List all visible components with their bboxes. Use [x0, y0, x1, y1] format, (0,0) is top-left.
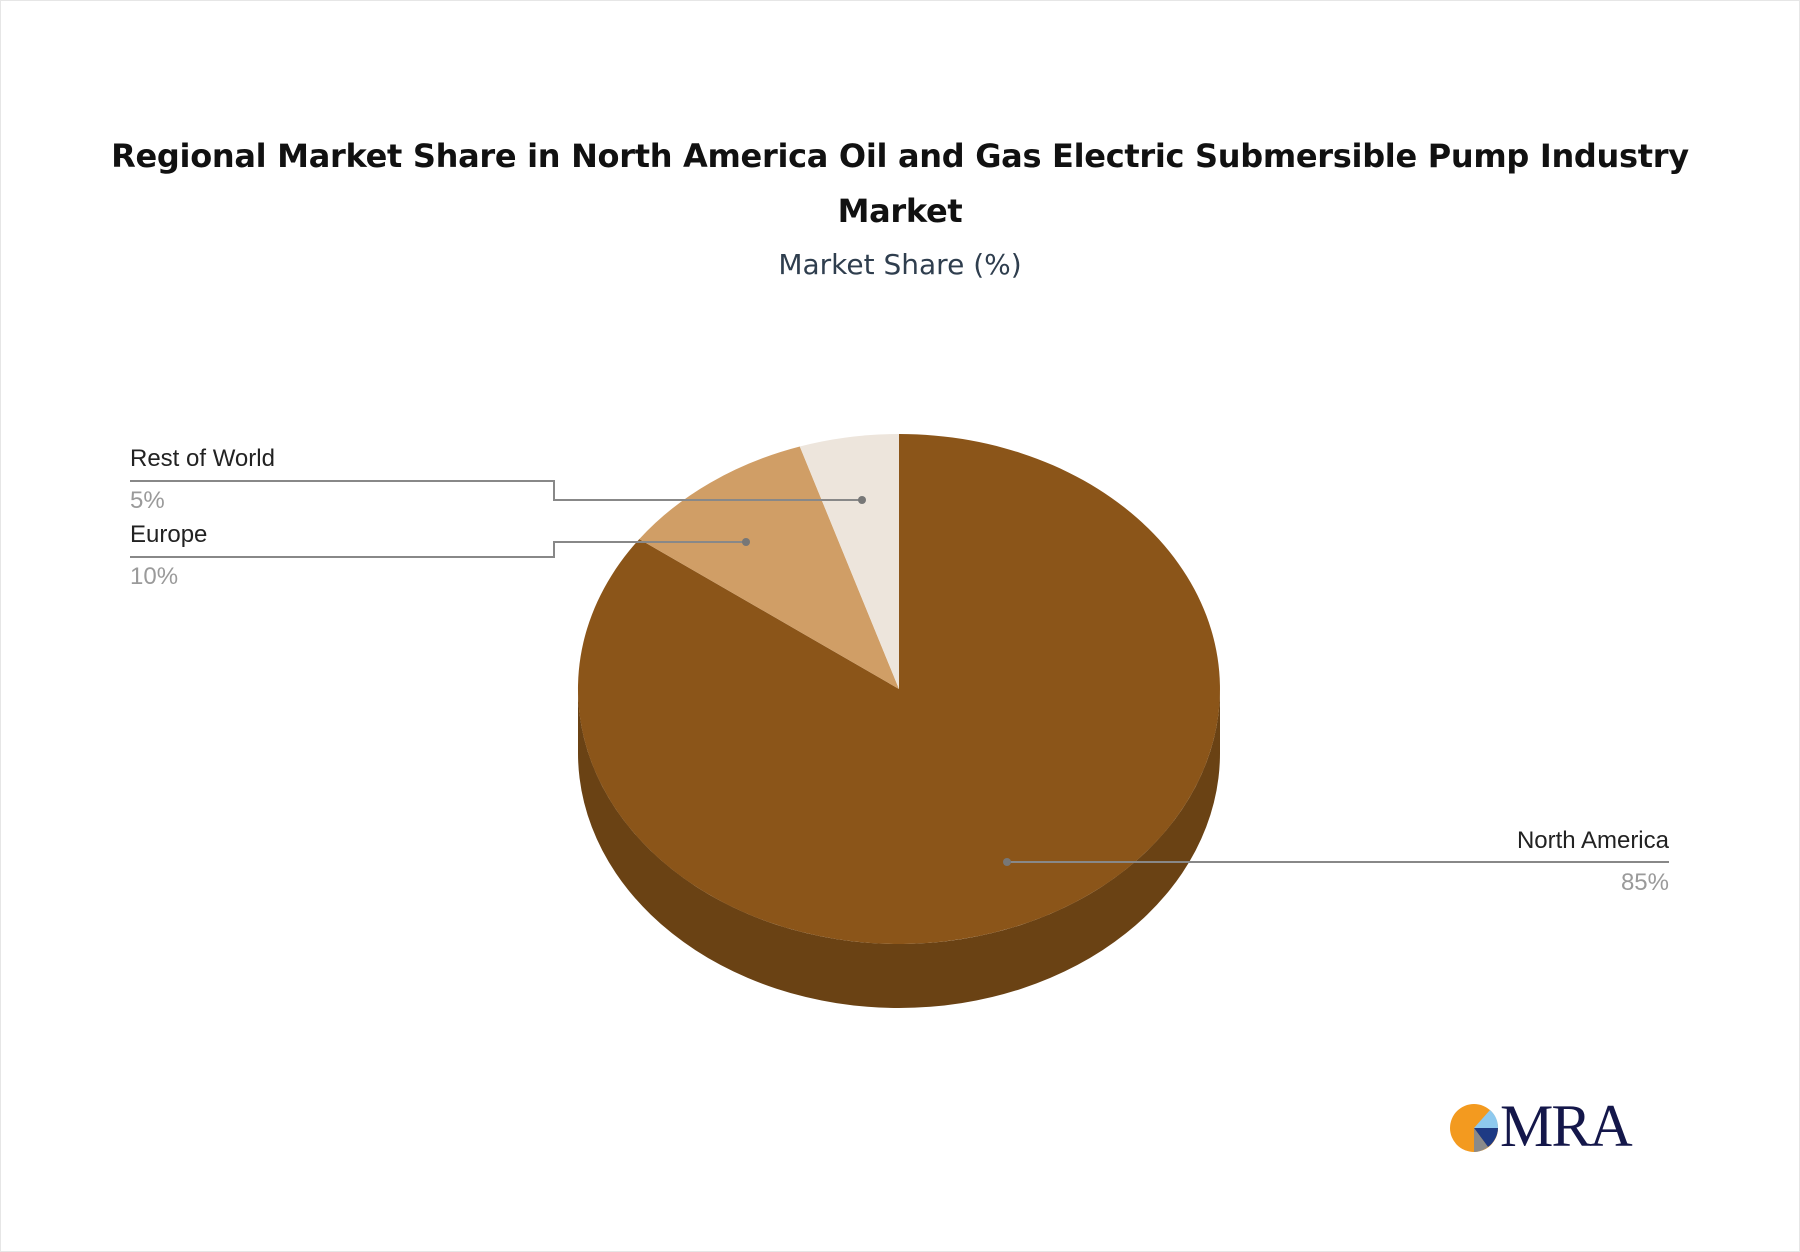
mra-logo: MRA: [1448, 1096, 1648, 1156]
pct-rest-of-world: 5%: [130, 487, 165, 514]
label-rest-of-world: Rest of World: [130, 445, 275, 472]
pie-slice-rest-of-world[interactable]: [799, 434, 899, 689]
logo-text: MRA: [1500, 1093, 1633, 1159]
pct-europe: 10%: [130, 563, 179, 590]
leader-dot-rest-of-world: [858, 496, 866, 504]
chart-subtitle: Market Share (%): [778, 248, 1022, 281]
leader-line-rest-of-world: [130, 480, 862, 501]
leader-dot-north-america: [1003, 858, 1011, 866]
leader-line-europe: [130, 541, 746, 558]
pie-logo-icon: [1450, 1104, 1499, 1152]
chart-title-line1: Regional Market Share in North America O…: [111, 137, 1689, 175]
label-europe: Europe: [130, 521, 208, 548]
pct-north-america: 85%: [1620, 869, 1669, 896]
chart-title-line2: Market: [837, 192, 963, 230]
leader-dot-europe: [742, 538, 750, 546]
label-north-america: North America: [1516, 827, 1669, 854]
pie-slice-europe[interactable]: [639, 446, 899, 690]
pie-side-north-america: [578, 689, 1220, 1008]
pie-slice-north-america[interactable]: [577, 434, 1220, 945]
